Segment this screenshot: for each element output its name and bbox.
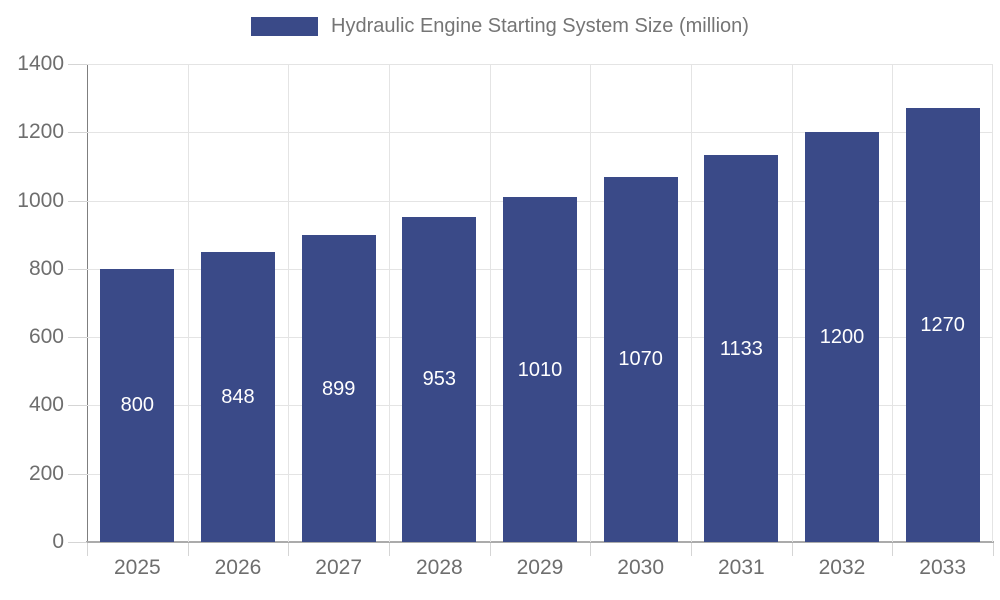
y-axis-tick-label: 1000 (17, 188, 64, 212)
y-axis-tick (68, 268, 87, 270)
y-axis-line (87, 64, 88, 542)
bar[interactable] (603, 176, 678, 542)
y-axis-tick-label: 400 (28, 393, 64, 417)
gridline-vertical (288, 64, 290, 542)
bar-value-label: 1010 (517, 358, 563, 381)
x-axis-tick-label: 2027 (315, 556, 363, 579)
x-axis-tick (187, 543, 189, 556)
y-axis-tick (68, 473, 87, 475)
bar[interactable] (805, 132, 879, 542)
y-axis-tick-label: 600 (28, 325, 64, 349)
bar-value-label: 899 (321, 377, 356, 400)
x-axis-tick-label: 2028 (415, 556, 463, 579)
x-axis-tick (590, 543, 592, 556)
x-axis-tick-label: 2032 (818, 556, 866, 579)
bar-value-label: 800 (120, 394, 155, 417)
gridline-vertical (992, 64, 993, 542)
y-axis-tick (68, 405, 87, 407)
x-axis-tick-label: 2033 (919, 556, 967, 579)
gridline-vertical (691, 64, 692, 542)
y-axis-tick (68, 132, 87, 134)
gridline-vertical (187, 64, 189, 542)
bar-value-label: 1200 (819, 326, 865, 349)
gridline-vertical (590, 64, 592, 542)
x-axis-tick-label: 2031 (717, 556, 765, 579)
bar[interactable] (100, 268, 175, 542)
gridline-horizontal (87, 64, 993, 65)
x-axis-tick (691, 543, 692, 556)
gridline-vertical (389, 64, 390, 542)
bar[interactable] (402, 216, 477, 542)
bar[interactable] (301, 235, 376, 542)
x-axis-tick-label: 2025 (113, 556, 161, 579)
bar-value-label: 1070 (618, 348, 663, 371)
x-axis-tick-label: 2029 (516, 556, 564, 579)
bar-value-label: 848 (221, 386, 255, 409)
x-axis-tick (892, 543, 894, 556)
bar[interactable] (905, 108, 980, 542)
y-axis-tick-label: 1200 (17, 120, 64, 144)
y-axis-tick-label: 1400 (17, 52, 64, 75)
bar[interactable] (704, 155, 779, 542)
legend[interactable]: Hydraulic Engine Starting System Size (m… (0, 15, 1000, 38)
x-axis-tick (288, 543, 290, 556)
x-axis-tick (791, 543, 793, 556)
y-axis-tick (68, 542, 87, 543)
y-axis-tick (68, 64, 87, 65)
y-axis-tick-label: 800 (28, 256, 64, 280)
x-axis-tick (389, 543, 390, 556)
x-axis-tick (993, 543, 994, 556)
plot-area: 800 848 899 953 1010 1070 1133 1200 1270 (87, 64, 993, 542)
gridline-vertical (892, 64, 894, 542)
bar-value-label: 953 (422, 368, 457, 391)
legend-label: Hydraulic Engine Starting System Size (m… (331, 15, 749, 37)
y-axis-tick (68, 200, 87, 202)
x-axis-tick (489, 543, 491, 556)
gridline-vertical (489, 64, 491, 542)
x-axis-tick-label: 2026 (214, 556, 262, 579)
legend-swatch (251, 17, 319, 36)
y-axis-tick (68, 337, 87, 339)
gridline-vertical (791, 64, 793, 542)
bar[interactable] (201, 252, 275, 542)
bar-value-label: 1133 (719, 337, 763, 360)
bar-value-label: 1270 (920, 314, 965, 337)
y-axis-tick-label: 0 (52, 530, 64, 553)
x-axis-tick-label: 2030 (617, 556, 665, 579)
x-axis-tick (87, 543, 88, 556)
x-axis-line (86, 541, 994, 543)
bar[interactable] (503, 197, 577, 542)
y-axis-tick-label: 200 (28, 461, 64, 485)
gridline-horizontal (87, 132, 993, 134)
